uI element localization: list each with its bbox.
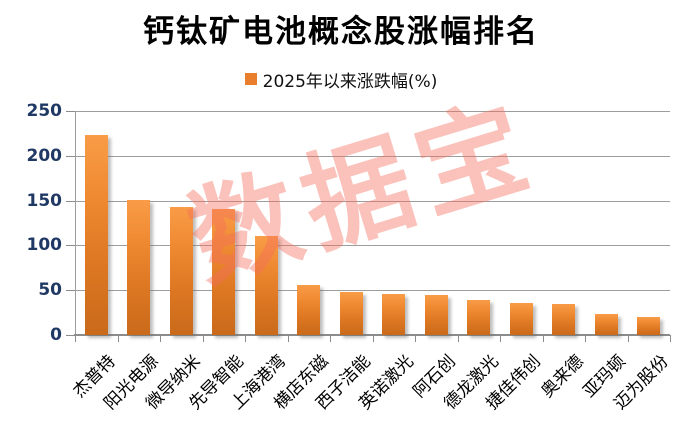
y-axis-line [75, 111, 76, 342]
x-axis-tick [372, 335, 374, 342]
x-axis-tick [670, 335, 671, 342]
x-axis-tick [117, 335, 119, 342]
x-axis-tick [75, 335, 76, 342]
x-axis-tick [585, 335, 586, 342]
x-axis-category-label: 奥来德 [537, 351, 588, 402]
y-axis-tick-label: 200 [26, 145, 63, 166]
bar [637, 317, 661, 335]
x-axis-tick [160, 335, 161, 342]
legend-label: 2025年以来涨跌幅(%) [262, 71, 438, 92]
gridline-150 [75, 200, 670, 202]
y-axis-tick-label: 250 [26, 101, 63, 121]
bar [467, 300, 491, 335]
bar [509, 302, 533, 335]
bar [594, 314, 618, 335]
y-axis-tick [66, 200, 75, 202]
gridline-200 [75, 155, 670, 157]
bar [297, 284, 321, 335]
bar [552, 303, 576, 335]
x-axis-line [74, 334, 670, 336]
x-axis-tick [202, 335, 204, 342]
bar [84, 135, 108, 335]
x-axis-tick [500, 335, 501, 342]
x-axis-tick [245, 335, 246, 342]
bar [127, 199, 151, 335]
y-axis-tick-label: 0 [50, 325, 62, 345]
bar [339, 291, 363, 335]
x-axis-tick [415, 335, 416, 342]
y-axis-tick [66, 290, 75, 292]
y-axis-tick [66, 245, 75, 247]
x-axis-tick [542, 335, 544, 342]
chart-title: 钙钛矿电池概念股涨幅排名 [143, 14, 539, 50]
bar [382, 293, 406, 335]
gridline-100 [75, 245, 670, 247]
legend-swatch-icon [244, 73, 257, 85]
y-axis-tick-label: 50 [38, 280, 62, 301]
x-axis-tick [457, 335, 459, 342]
legend: 2025年以来涨跌幅(%) [0, 68, 682, 92]
gridline-50 [75, 290, 670, 292]
bar [212, 208, 236, 335]
bar [169, 206, 193, 335]
y-axis-tick [66, 111, 75, 112]
x-axis-tick [627, 335, 629, 342]
y-axis-tick [66, 335, 75, 336]
x-axis-tick [330, 335, 331, 342]
y-axis-tick [66, 155, 75, 157]
y-axis-tick-label: 150 [26, 190, 63, 211]
gridline-250 [75, 111, 670, 112]
bar [254, 235, 278, 335]
bar [424, 294, 448, 335]
y-axis-tick-label: 100 [26, 235, 63, 256]
x-axis-tick [287, 335, 289, 342]
